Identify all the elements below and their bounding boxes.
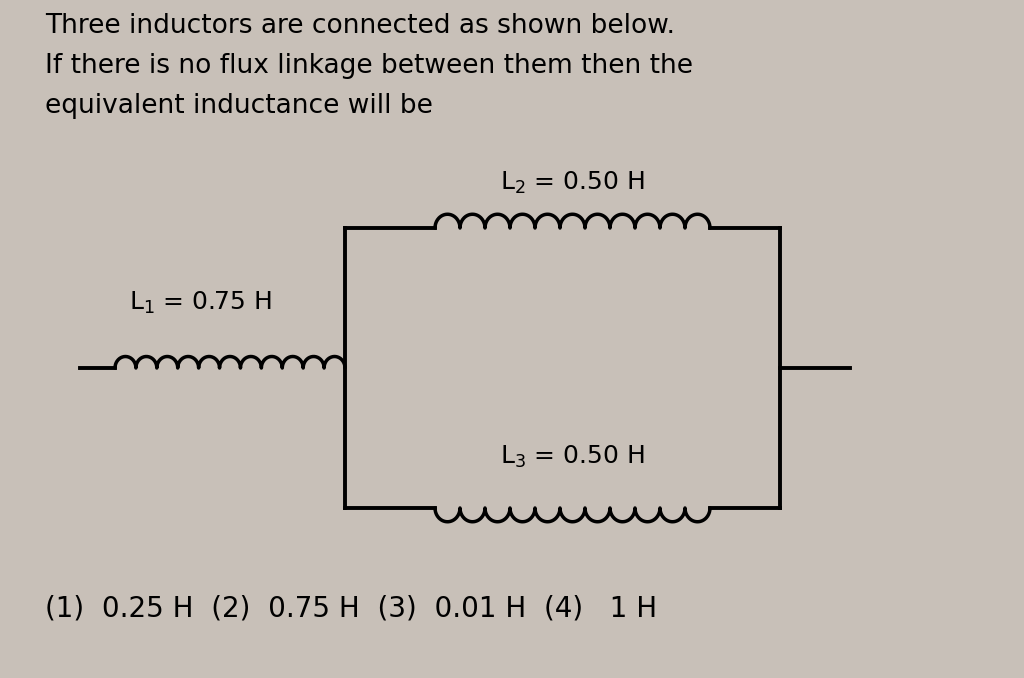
Text: equivalent inductance will be: equivalent inductance will be [45, 93, 433, 119]
Text: If there is no flux linkage between them then the: If there is no flux linkage between them… [45, 53, 693, 79]
Text: $\mathrm{L_3}$ = 0.50 H: $\mathrm{L_3}$ = 0.50 H [500, 444, 645, 470]
Text: $\mathrm{L_2}$ = 0.50 H: $\mathrm{L_2}$ = 0.50 H [500, 170, 645, 196]
Text: $\mathrm{L_1}$ = 0.75 H: $\mathrm{L_1}$ = 0.75 H [129, 290, 271, 316]
Text: (1)  0.25 H  (2)  0.75 H  (3)  0.01 H  (4)   1 H: (1) 0.25 H (2) 0.75 H (3) 0.01 H (4) 1 H [45, 595, 657, 623]
Text: Three inductors are connected as shown below.: Three inductors are connected as shown b… [45, 13, 675, 39]
